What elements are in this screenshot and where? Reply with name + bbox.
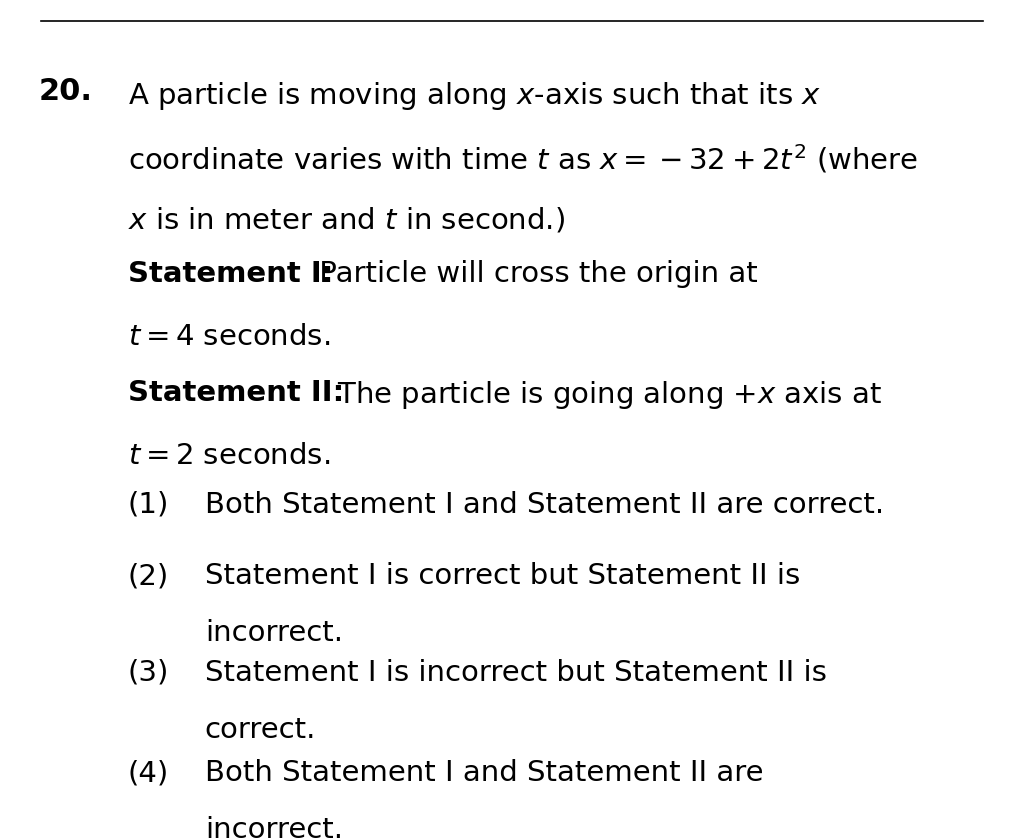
Text: Both Statement I and Statement II are: Both Statement I and Statement II are [205, 759, 763, 787]
Text: coordinate varies with time $t$ as $x=-32+2t^2$ (where: coordinate varies with time $t$ as $x=-3… [128, 143, 918, 175]
Text: $x$ is in meter and $t$ in second.): $x$ is in meter and $t$ in second.) [128, 206, 565, 235]
Text: $t=4$ seconds.: $t=4$ seconds. [128, 323, 330, 351]
Text: Statement I is correct but Statement II is: Statement I is correct but Statement II … [205, 562, 800, 590]
Text: Statement I:: Statement I: [128, 260, 334, 288]
Text: Particle will cross the origin at: Particle will cross the origin at [310, 260, 758, 288]
Text: (3): (3) [128, 659, 169, 686]
Text: Statement II:: Statement II: [128, 379, 344, 407]
Text: (2): (2) [128, 562, 169, 590]
Text: (1): (1) [128, 491, 169, 519]
Text: (4): (4) [128, 759, 169, 787]
Text: correct.: correct. [205, 716, 316, 743]
Text: A particle is moving along $x$-axis such that its $x$: A particle is moving along $x$-axis such… [128, 80, 821, 112]
Text: The particle is going along $+x$ axis at: The particle is going along $+x$ axis at [328, 379, 882, 411]
Text: 20.: 20. [39, 77, 93, 107]
Text: Statement I is incorrect but Statement II is: Statement I is incorrect but Statement I… [205, 659, 826, 686]
Text: $t=2$ seconds.: $t=2$ seconds. [128, 442, 330, 470]
Text: incorrect.: incorrect. [205, 816, 343, 839]
Text: Both Statement I and Statement II are correct.: Both Statement I and Statement II are co… [205, 491, 884, 519]
Text: incorrect.: incorrect. [205, 619, 343, 647]
